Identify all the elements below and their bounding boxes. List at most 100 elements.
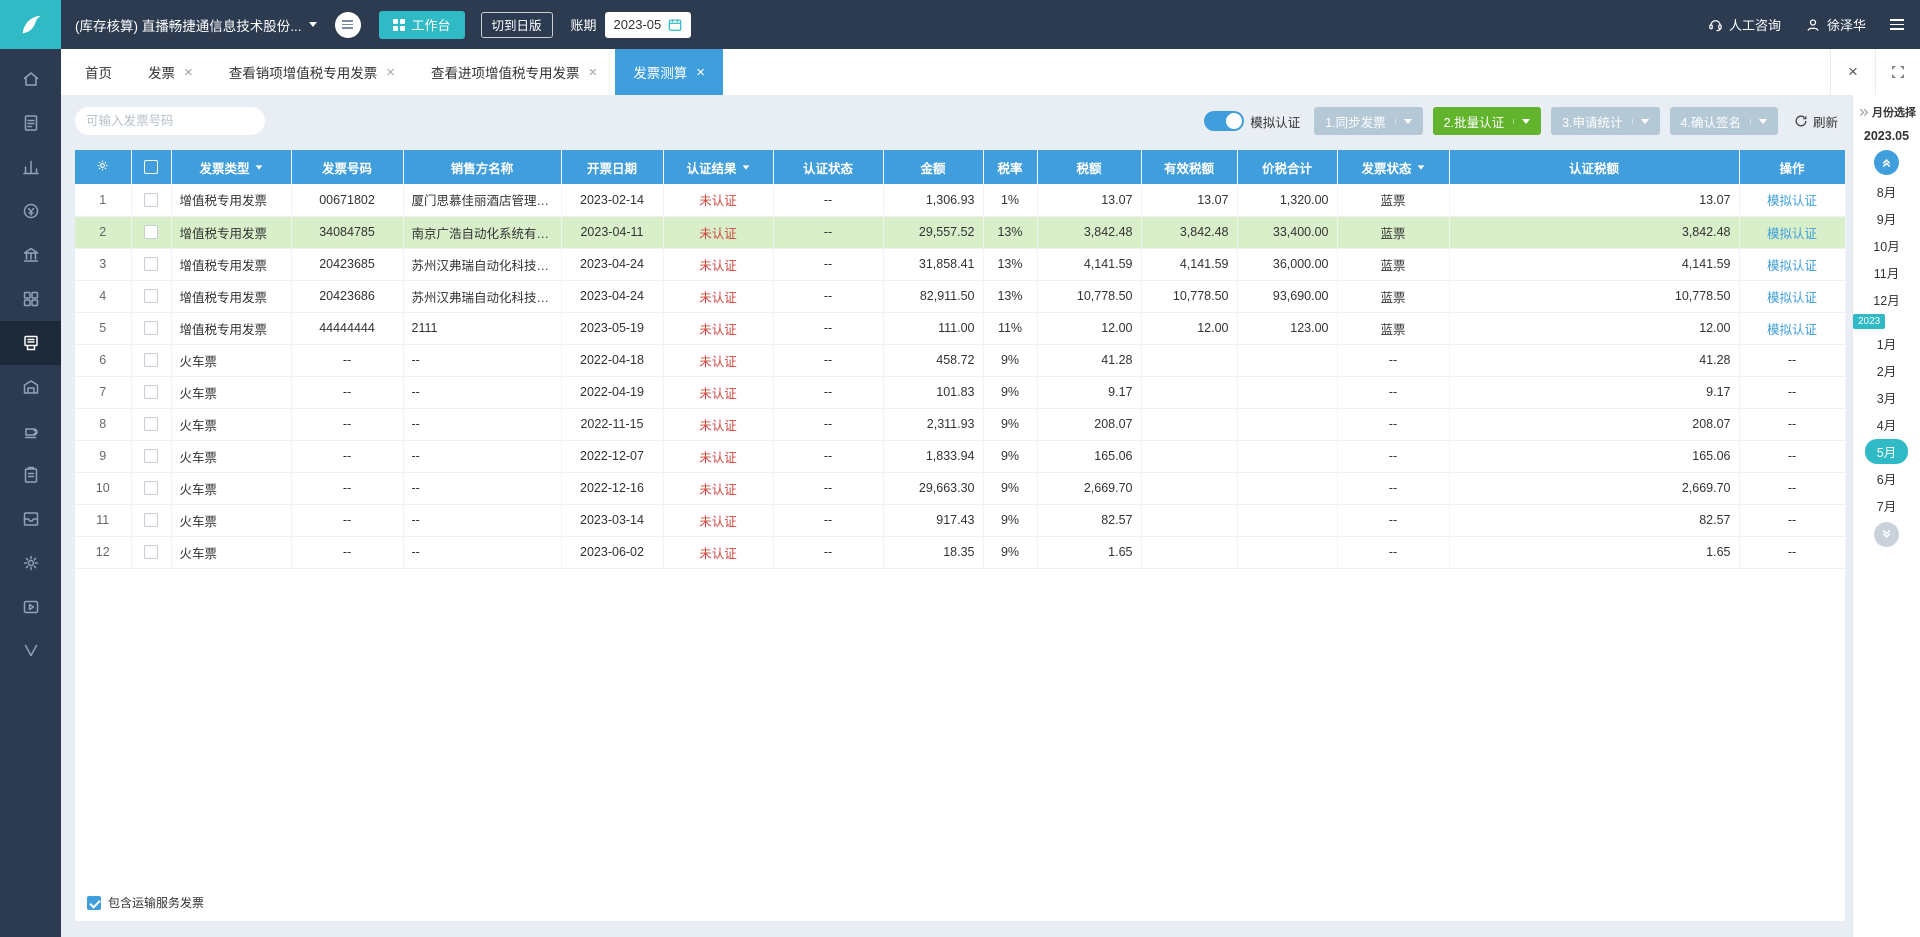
tab-close-icon[interactable]: × xyxy=(696,63,706,81)
sidebar-item-service[interactable] xyxy=(0,409,61,453)
select-all-cell[interactable] xyxy=(131,150,172,184)
workbench-button[interactable]: 工作台 xyxy=(378,10,465,39)
close-tabs-icon[interactable]: × xyxy=(1830,49,1875,95)
row-checkbox[interactable] xyxy=(144,417,158,432)
col-invoice-type[interactable]: 发票类型 xyxy=(171,150,292,184)
tab-close-icon[interactable]: × xyxy=(386,63,396,81)
table-row[interactable]: 2 增值税专用发票 34084785 南京广浩自动化系统有限责... 2023-04-1… xyxy=(75,216,1846,249)
row-checkbox[interactable] xyxy=(144,321,158,336)
simulate-auth-link[interactable]: 模拟认证 xyxy=(1766,194,1817,209)
sidebar-item-chart[interactable] xyxy=(0,145,61,189)
action-button-2[interactable]: 2.批量认证 xyxy=(1432,107,1542,135)
period-picker[interactable]: 2023-05 xyxy=(604,11,692,38)
month-item-3月[interactable]: 3月 xyxy=(1853,384,1920,411)
sidebar-item-warehouse[interactable] xyxy=(0,365,61,409)
invoice-search[interactable] xyxy=(75,107,265,135)
sidebar-item-invoice[interactable] xyxy=(0,321,61,365)
simulate-auth-link[interactable]: 模拟认证 xyxy=(1766,290,1817,305)
sidebar-item-apps[interactable] xyxy=(0,277,61,321)
row-checkbox[interactable] xyxy=(144,513,158,528)
table-row[interactable]: 12 火车票 -- -- 2023-06-02 未认证 -- 18.35 9% 1.65 -- 1.6… xyxy=(75,536,1846,569)
sidebar-item-funds[interactable] xyxy=(0,189,61,233)
switch-version-button[interactable]: 切到日版 xyxy=(480,11,553,38)
table-row[interactable]: 9 火车票 -- -- 2022-12-07 未认证 -- 1,833.94 9% 165.06-… xyxy=(75,440,1846,473)
row-checkbox[interactable] xyxy=(144,193,158,208)
simulate-auth-link[interactable]: 模拟认证 xyxy=(1766,322,1817,337)
month-item-8月[interactable]: 8月 xyxy=(1853,178,1920,205)
sidebar-item-vip[interactable] xyxy=(0,629,61,673)
month-item-6月[interactable]: 6月 xyxy=(1853,465,1920,492)
table-row[interactable]: 5 增值税专用发票 44444444 2111 2023-05-19 未认证 -- 111.0… xyxy=(75,312,1846,345)
col-auth-tax: 认证税额 xyxy=(1449,150,1740,184)
row-checkbox[interactable] xyxy=(144,385,158,400)
col-invoice-status[interactable]: 发票状态 xyxy=(1337,150,1450,184)
month-scroll-down-button[interactable] xyxy=(1874,522,1899,547)
cell-tax: 10,778.50 xyxy=(1037,280,1142,313)
month-item-4月[interactable]: 4月 xyxy=(1853,411,1920,438)
row-checkbox[interactable] xyxy=(144,353,158,368)
cell-tax: 2,669.70 xyxy=(1037,472,1142,505)
row-checkbox[interactable] xyxy=(144,225,158,240)
tab-1[interactable]: 发票 × xyxy=(130,49,211,95)
tab-4[interactable]: 发票测算 × xyxy=(615,49,724,95)
refresh-button[interactable]: 刷新 xyxy=(1794,112,1838,131)
consult-button[interactable]: 人工咨询 xyxy=(1708,15,1781,34)
simulate-auth-link[interactable]: 模拟认证 xyxy=(1766,226,1817,241)
row-checkbox[interactable] xyxy=(144,257,158,272)
select-all-checkbox[interactable] xyxy=(144,160,158,175)
notice-icon[interactable] xyxy=(334,11,361,38)
user-menu[interactable]: 徐泽华 xyxy=(1805,15,1866,34)
table-row[interactable]: 7 火车票 -- -- 2022-04-19 未认证 -- 101.83 9% 9.17 -- 9.1… xyxy=(75,376,1846,409)
collapse-panel-icon[interactable] xyxy=(1858,107,1869,118)
col-auth-result[interactable]: 认证结果 xyxy=(663,150,774,184)
month-item-5月[interactable]: 5月 xyxy=(1853,438,1920,465)
month-item-11月[interactable]: 11月 xyxy=(1853,259,1920,286)
action-button-3[interactable]: 3.申请统计 xyxy=(1551,107,1660,135)
sidebar-item-report[interactable] xyxy=(0,453,61,497)
month-item-7月[interactable]: 7月 xyxy=(1853,492,1920,519)
table-row[interactable]: 4 增值税专用发票 20423686 苏州汉弗瑞自动化科技有限... 2023-04-2… xyxy=(75,280,1846,313)
table-row[interactable]: 8 火车票 -- -- 2022-11-15 未认证 -- 2,311.93 9% 208.07-… xyxy=(75,408,1846,441)
fullscreen-icon[interactable] xyxy=(1875,49,1920,95)
sidebar-item-home[interactable] xyxy=(0,57,61,101)
app-logo[interactable] xyxy=(0,0,61,49)
tab-0[interactable]: 首页 xyxy=(67,49,130,95)
row-checkbox[interactable] xyxy=(144,289,158,304)
company-selector[interactable]: (库存核算) 直播畅捷通信息技术股份... xyxy=(75,15,317,35)
table-row[interactable]: 1 增值税专用发票 00671802 厦门思慕佳丽酒店管理有限... 2023-02-1… xyxy=(75,184,1846,217)
month-item-12月[interactable]: 12月 xyxy=(1853,286,1920,313)
month-item-1月[interactable]: 1月 xyxy=(1853,330,1920,357)
row-checkbox[interactable] xyxy=(144,545,158,560)
simulate-auth-link[interactable]: 模拟认证 xyxy=(1766,258,1817,273)
action-button-4[interactable]: 4.确认签名 xyxy=(1669,107,1778,135)
cell-auth-status: -- xyxy=(773,376,884,409)
column-settings[interactable] xyxy=(75,150,132,184)
sidebar-item-video[interactable] xyxy=(0,585,61,629)
row-checkbox-cell xyxy=(131,504,172,537)
tab-label: 发票测算 xyxy=(633,66,688,81)
tab-3[interactable]: 查看进项增值税专用发票 × xyxy=(413,49,615,95)
month-item-2月[interactable]: 2月 xyxy=(1853,357,1920,384)
sidebar-item-archive[interactable] xyxy=(0,497,61,541)
month-item-9月[interactable]: 9月 xyxy=(1853,205,1920,232)
table-row[interactable]: 3 增值税专用发票 20423685 苏州汉弗瑞自动化科技有限... 2023-04-2… xyxy=(75,248,1846,281)
search-input[interactable] xyxy=(86,114,247,128)
tab-close-icon[interactable]: × xyxy=(588,63,598,81)
simulate-auth-toggle[interactable] xyxy=(1204,111,1245,131)
action-button-1[interactable]: 1.同步发票 xyxy=(1314,107,1423,135)
table-row[interactable]: 10 火车票 -- -- 2022-12-16 未认证 -- 29,663.30 9% 2,669… xyxy=(75,472,1846,505)
sidebar-item-bills[interactable] xyxy=(0,101,61,145)
transport-invoice-checkbox[interactable] xyxy=(87,895,101,910)
row-checkbox[interactable] xyxy=(144,481,158,496)
col-tax: 税额 xyxy=(1037,150,1142,184)
table-row[interactable]: 11 火车票 -- -- 2023-03-14 未认证 -- 917.43 9% 82.57 -- 8… xyxy=(75,504,1846,537)
tab-close-icon[interactable]: × xyxy=(184,63,193,81)
month-scroll-up-button[interactable] xyxy=(1874,150,1899,175)
tab-2[interactable]: 查看销项增值税专用发票 × xyxy=(211,49,413,95)
row-checkbox[interactable] xyxy=(144,449,158,464)
hamburger-menu-icon[interactable] xyxy=(1890,19,1904,30)
month-item-10月[interactable]: 10月 xyxy=(1853,232,1920,259)
table-row[interactable]: 6 火车票 -- -- 2022-04-18 未认证 -- 458.72 9% 41.28 -- 41… xyxy=(75,344,1846,377)
sidebar-item-bank[interactable] xyxy=(0,233,61,277)
sidebar-item-settings[interactable] xyxy=(0,541,61,585)
